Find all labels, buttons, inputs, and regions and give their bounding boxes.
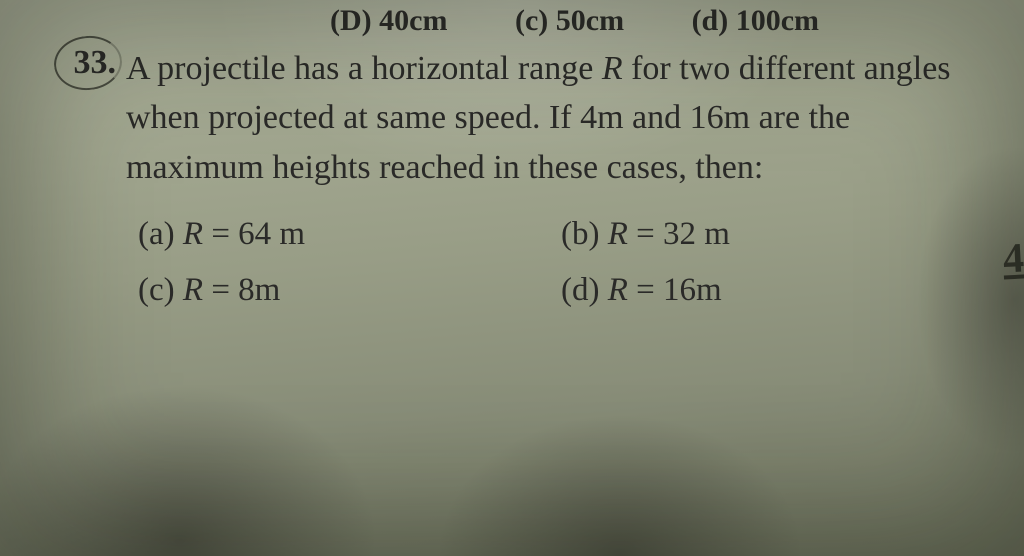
- question-text: A projectile has a horizontal range R fo…: [126, 44, 984, 192]
- question-var-R: R: [602, 50, 623, 87]
- option-a-var: R: [183, 216, 203, 252]
- option-d: (d) R = 16m: [561, 262, 984, 318]
- option-a-label: (a): [138, 216, 183, 252]
- option-b-label: (b): [561, 216, 608, 252]
- question-number: 33.: [60, 44, 126, 82]
- options-row-2: (c) R = 8m (d) R = 16m: [138, 262, 984, 318]
- options-row-1: (a) R = 64 m (b) R = 32 m: [138, 206, 984, 262]
- option-a-val: = 64 m: [203, 216, 305, 252]
- question-block: 33. A projectile has a horizontal range …: [60, 44, 984, 192]
- prev-option-b-partial: (D) 40cm: [330, 4, 447, 37]
- prev-question-options-row: (D) 40cm (c) 50cm (d) 100cm: [60, 0, 984, 38]
- option-c-label: (c): [138, 272, 183, 308]
- option-c-val: = 8m: [203, 272, 280, 308]
- option-b: (b) R = 32 m: [561, 206, 984, 262]
- prev-option-d: (d) 100cm: [692, 4, 819, 37]
- margin-annotation: 4: [1002, 234, 1024, 283]
- prev-option-c: (c) 50cm: [515, 4, 624, 37]
- option-b-val: = 32 m: [628, 216, 730, 252]
- option-c: (c) R = 8m: [138, 262, 561, 318]
- options-block: (a) R = 64 m (b) R = 32 m (c) R = 8m (d)…: [138, 206, 984, 318]
- textbook-page: (D) 40cm (c) 50cm (d) 100cm 33. A projec…: [0, 0, 1024, 556]
- option-d-val: = 16m: [628, 272, 722, 308]
- option-d-label: (d): [561, 272, 608, 308]
- option-b-var: R: [608, 216, 628, 252]
- question-text-p1: A projectile has a horizontal range: [126, 50, 602, 87]
- option-c-var: R: [183, 272, 203, 308]
- option-d-var: R: [608, 272, 628, 308]
- pencil-circle-icon: [51, 33, 124, 94]
- option-a: (a) R = 64 m: [138, 206, 561, 262]
